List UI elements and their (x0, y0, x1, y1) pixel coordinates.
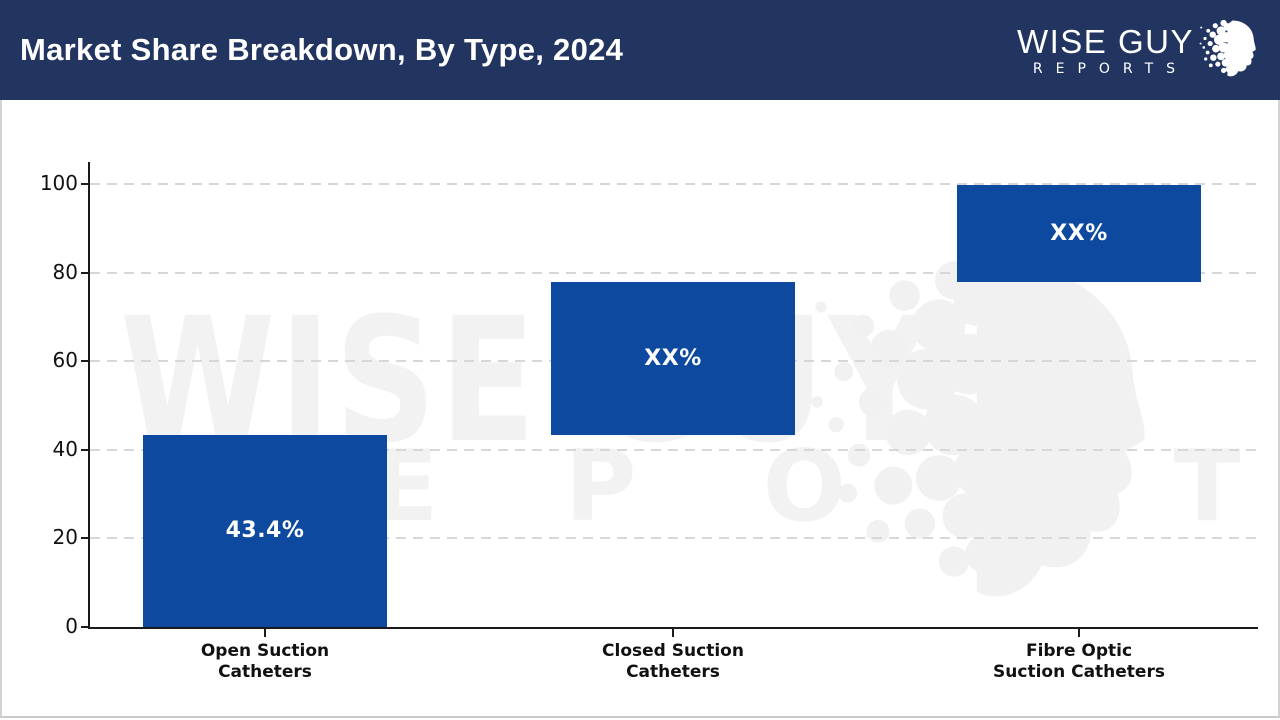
logo-text: WISE GUY REPORTS (1017, 25, 1194, 76)
y-tick-label: 0 (65, 614, 78, 638)
wiseguy-head-icon (1198, 10, 1262, 90)
y-axis-line (88, 162, 90, 629)
y-tick (81, 537, 90, 540)
header-bar: Market Share Breakdown, By Type, 2024 WI… (0, 0, 1280, 100)
bar-value-label: 43.4% (225, 518, 305, 544)
y-tick-label: 20 (52, 525, 78, 550)
gridline (90, 183, 1258, 185)
chart-canvas: WISE GUY R E P O R T S 02040608010043.4%… (0, 100, 1280, 718)
category-label-line: Closed Suction (602, 641, 744, 661)
x-tick (1078, 629, 1080, 637)
y-tick-label: 80 (52, 259, 78, 284)
y-tick-label: 40 (52, 436, 78, 461)
category-label-line: Open Suction (200, 641, 330, 661)
category-label-line: Catheters (626, 662, 720, 682)
logo-sub-text: REPORTS (1032, 60, 1189, 77)
bar-value-label: XX% (644, 345, 702, 371)
gridline (90, 271, 1258, 274)
category-label: Fibre Optic Suction Catheters (929, 641, 1229, 683)
y-tick-label: 60 (52, 348, 78, 373)
bar-segment: 43.4% (143, 434, 387, 627)
y-tick (81, 271, 90, 274)
y-tick (81, 183, 90, 185)
gridline (90, 537, 1258, 540)
brand-logo: WISE GUY REPORTS (1017, 10, 1262, 90)
x-axis-line (88, 627, 1258, 629)
category-label-line: Fibre Optic (1025, 641, 1133, 661)
y-tick (81, 448, 90, 451)
y-tick-label: 100 (39, 171, 78, 195)
category-label-line: Catheters (218, 662, 312, 682)
y-tick (81, 360, 90, 363)
y-tick (81, 626, 90, 628)
bar-segment: XX% (957, 184, 1201, 282)
bar-chart: 0 20 40 60 80 100 43.4% Open Suction Catheters XX… (2, 100, 1278, 716)
logo-brand-text: WISE GUY (1016, 22, 1194, 60)
category-label: Closed Suction Catheters (523, 641, 823, 683)
gridline (90, 448, 1258, 451)
x-tick (672, 629, 674, 637)
bar-segment: XX% (551, 281, 795, 435)
bar-value-label: XX% (1050, 220, 1108, 246)
page-title: Market Share Breakdown, By Type, 2024 (20, 32, 624, 67)
category-label-line: Suction Catheters (993, 662, 1165, 682)
category-label: Open Suction Catheters (115, 641, 415, 683)
x-tick (264, 629, 266, 637)
